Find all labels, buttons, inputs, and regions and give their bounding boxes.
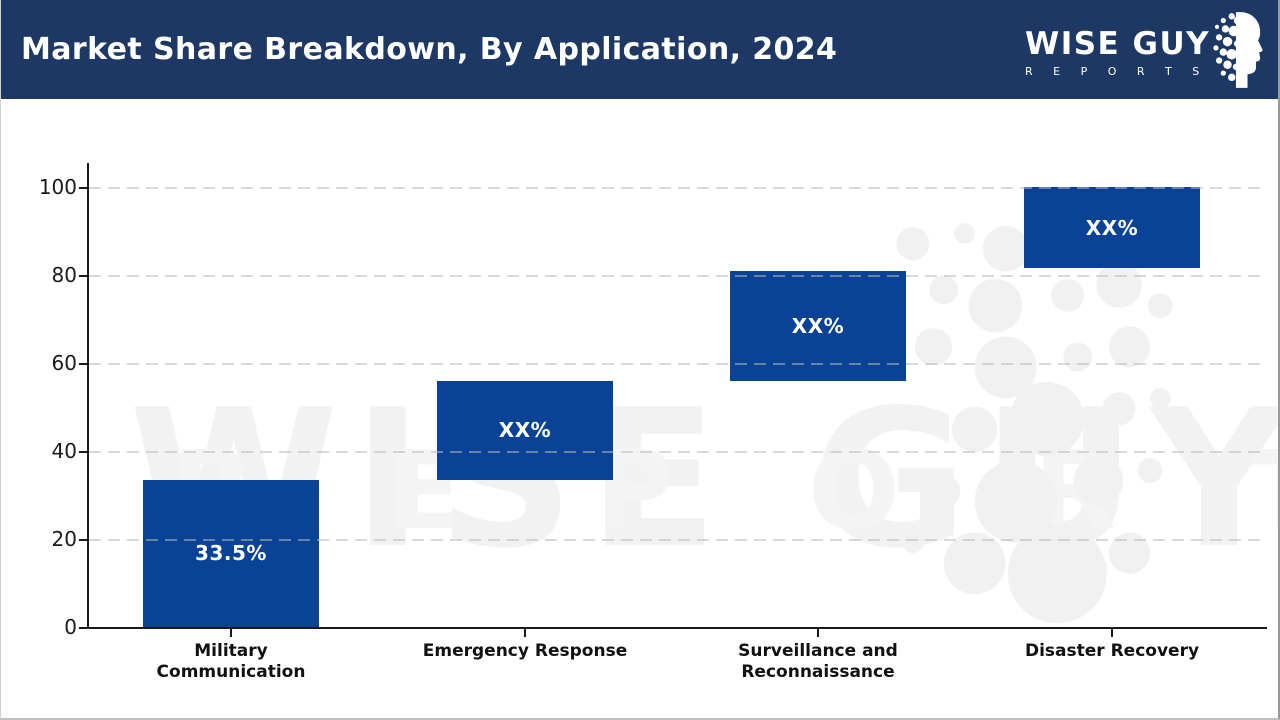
gridline-40 xyxy=(89,451,1267,453)
x-axis-label-3: Surveillance and Reconnaissance xyxy=(668,641,968,683)
bar-surveillance-and-reconnaissance: XX% xyxy=(730,270,906,381)
y-tick-label: 60 xyxy=(51,351,77,375)
page-title: Market Share Breakdown, By Application, … xyxy=(21,32,838,67)
x-tick-mark xyxy=(524,629,526,637)
y-tick-mark xyxy=(79,363,87,365)
gridline-80 xyxy=(89,275,1267,277)
x-axis-line xyxy=(87,627,1267,629)
brand-logo: WISE GUY R E P O R T S xyxy=(1025,8,1265,92)
x-axis-label-2: Emergency Response xyxy=(375,641,675,662)
y-axis-line xyxy=(87,163,89,629)
gridline-60 xyxy=(89,363,1267,365)
x-tick-mark xyxy=(230,629,232,637)
x-axis-label-line: Disaster Recovery xyxy=(1024,641,1200,661)
x-axis-label-line: Communication xyxy=(156,662,306,682)
brand-name: WISE GUY xyxy=(1025,26,1211,62)
brand-wordmark: WISE GUY R E P O R T S xyxy=(1025,26,1211,78)
chart-area: WISE GUY R E P O R T S 02040608010033.5%… xyxy=(1,99,1278,717)
x-axis-label-line: Emergency Response xyxy=(422,641,628,661)
gridline-100 xyxy=(89,187,1267,189)
x-axis-label-line: Military xyxy=(194,641,268,661)
y-tick-label: 100 xyxy=(38,175,77,199)
y-tick-label: 40 xyxy=(51,439,77,463)
x-tick-mark xyxy=(817,629,819,637)
bar-value-label: XX% xyxy=(1085,215,1139,240)
y-tick-mark xyxy=(79,451,87,453)
y-tick-label: 20 xyxy=(51,527,77,551)
x-axis-label-line: Reconnaissance xyxy=(741,662,895,682)
y-tick-mark xyxy=(79,627,87,629)
y-tick-label: 0 xyxy=(64,615,77,639)
x-axis-label-1: Military Communication xyxy=(81,641,381,683)
bar-emergency-response: XX% xyxy=(437,380,613,480)
bar-disaster-recovery: XX% xyxy=(1024,187,1200,269)
bar-value-label: XX% xyxy=(791,313,845,338)
y-tick-label: 80 xyxy=(51,263,77,287)
bar-military-communication: 33.5% xyxy=(143,479,319,627)
bar-value-label: XX% xyxy=(498,418,552,443)
x-axis-label-line: Surveillance and xyxy=(738,641,898,661)
gridline-20 xyxy=(89,539,1267,541)
y-tick-mark xyxy=(79,187,87,189)
x-tick-mark xyxy=(1111,629,1113,637)
x-axis-label-4: Disaster Recovery xyxy=(962,641,1262,662)
y-tick-mark xyxy=(79,275,87,277)
bar-value-label: 33.5% xyxy=(195,541,267,566)
brand-subname: R E P O R T S xyxy=(1025,65,1208,78)
dotted-face-profile-icon xyxy=(1209,10,1265,94)
header-banner: Market Share Breakdown, By Application, … xyxy=(1,0,1278,99)
y-tick-mark xyxy=(79,539,87,541)
